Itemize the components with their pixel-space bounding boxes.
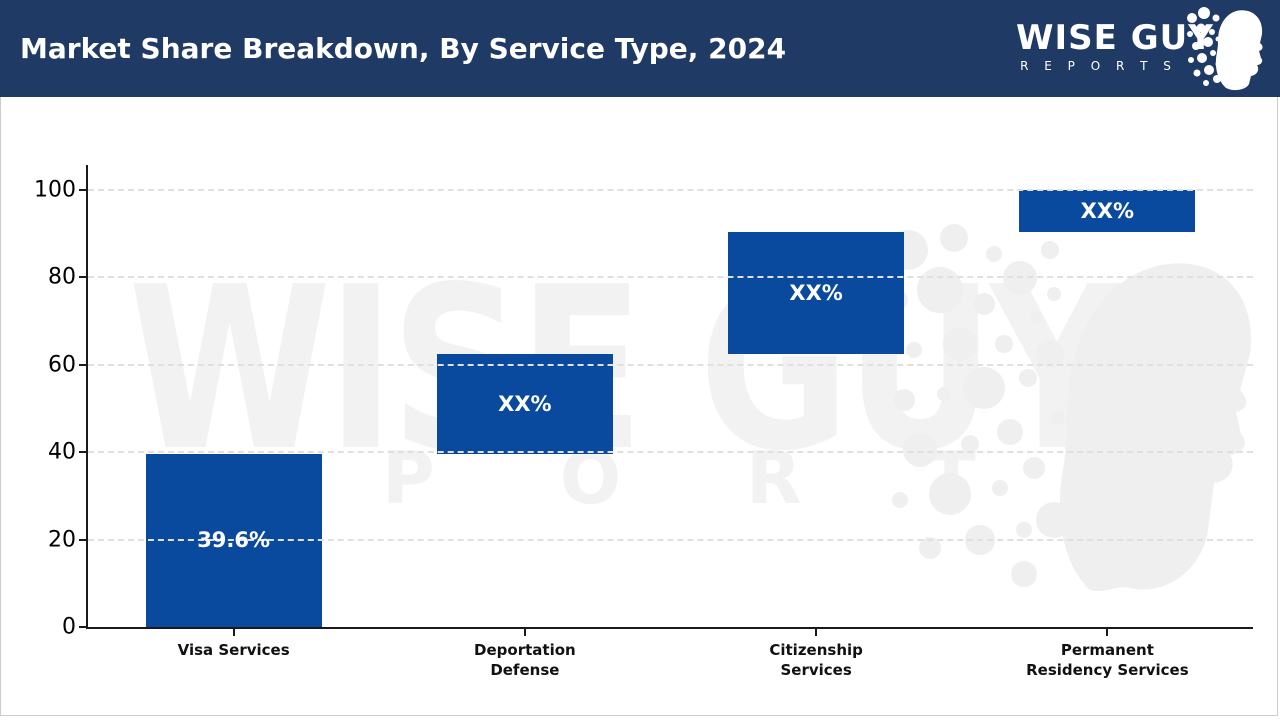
logo-wordmark: WISE GUY [1016,18,1214,58]
x-category-label-line: Permanent [1060,641,1154,659]
y-tick-mark [79,626,87,628]
x-category-label: Visa Services [94,640,374,660]
y-tick-label: 100 [34,177,76,203]
gridline [88,363,1253,366]
x-axis-line [86,627,1253,629]
x-tick-mark [232,629,235,636]
gridline [88,276,1253,279]
bar-segment [1019,190,1196,232]
y-tick-label: 20 [48,527,76,553]
header-bar: Market Share Breakdown, By Service Type,… [0,0,1280,97]
bar-value-label: XX% [498,391,552,416]
bar-value-label: 39.6% [197,528,271,553]
y-tick-mark [79,189,87,191]
x-category-label: Permanent Residency Services [967,640,1247,680]
y-tick-label: 60 [48,352,76,378]
y-tick-mark [79,451,87,454]
x-tick-mark [1106,629,1109,636]
x-category-label: Deportation Defense [385,640,665,680]
x-category-label-line: Residency Services [1026,661,1189,679]
x-category-label-line: Citizenship [769,641,863,659]
x-category-label-line: Deportation [474,641,576,659]
y-tick-label: 80 [48,264,76,290]
x-category-label-line: Services [780,661,852,679]
bar-value-label: XX% [789,280,843,305]
y-tick-mark [79,363,87,366]
chart-title: Market Share Breakdown, By Service Type,… [20,32,787,65]
gridline [88,451,1253,454]
logo-head-icon [1187,7,1263,91]
y-tick-label: 0 [62,614,76,640]
y-tick-mark [79,276,87,279]
gridline [88,538,1253,541]
bar-segment [728,231,905,354]
bar-segment [436,353,613,454]
y-tick-label: 40 [48,439,76,465]
x-category-label-line: Defense [490,661,560,679]
x-category-label: Citizenship Services [676,640,956,680]
y-tick-mark [79,538,87,541]
x-tick-mark [523,629,526,636]
bar-value-label: XX% [1080,198,1135,223]
logo-text: WISE GUY R E P O R T S [1016,18,1214,73]
x-category-label-line: Visa Services [177,641,290,659]
x-tick-mark [815,629,818,636]
logo-subtitle: R E P O R T S [1020,59,1177,73]
y-axis-line [86,165,88,629]
gridline [88,189,1253,191]
wise-guy-logo: WISE GUY R E P O R T S [1016,6,1266,92]
